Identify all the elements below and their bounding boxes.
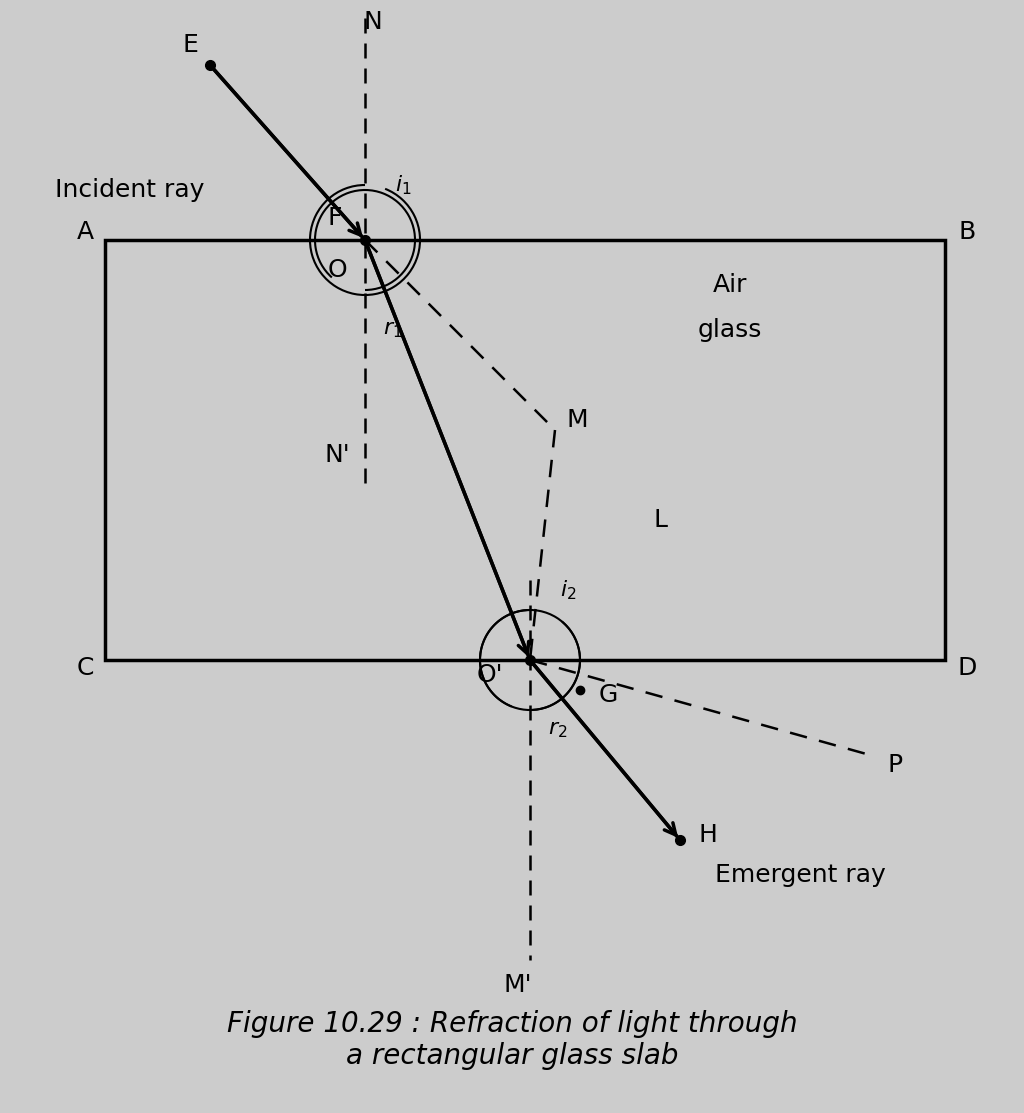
Text: L: L (653, 508, 667, 532)
Text: A: A (77, 220, 93, 244)
Text: O': O' (477, 663, 503, 687)
Text: $r_2$: $r_2$ (548, 720, 567, 740)
Text: G: G (598, 683, 617, 707)
Text: M': M' (504, 973, 532, 997)
Text: Figure 10.29 : Refraction of light through
a rectangular glass slab: Figure 10.29 : Refraction of light throu… (226, 1009, 798, 1071)
Text: M: M (566, 408, 588, 432)
Text: F: F (328, 206, 342, 230)
Text: $i_2$: $i_2$ (560, 578, 577, 602)
Text: E: E (182, 33, 198, 57)
Text: N: N (364, 10, 382, 35)
Text: $i_1$: $i_1$ (394, 174, 412, 197)
Bar (105, 240, 945, 660)
Text: N': N' (325, 443, 350, 467)
Text: O: O (328, 258, 347, 282)
Text: $r_1$: $r_1$ (383, 321, 402, 339)
Text: Incident ray: Incident ray (55, 178, 205, 201)
Text: Air: Air (713, 273, 748, 297)
Text: Emergent ray: Emergent ray (715, 863, 886, 887)
Text: D: D (957, 656, 977, 680)
Text: glass: glass (697, 318, 762, 342)
Text: B: B (958, 220, 976, 244)
Text: H: H (698, 823, 718, 847)
Text: P: P (888, 754, 902, 777)
Text: C: C (77, 656, 93, 680)
